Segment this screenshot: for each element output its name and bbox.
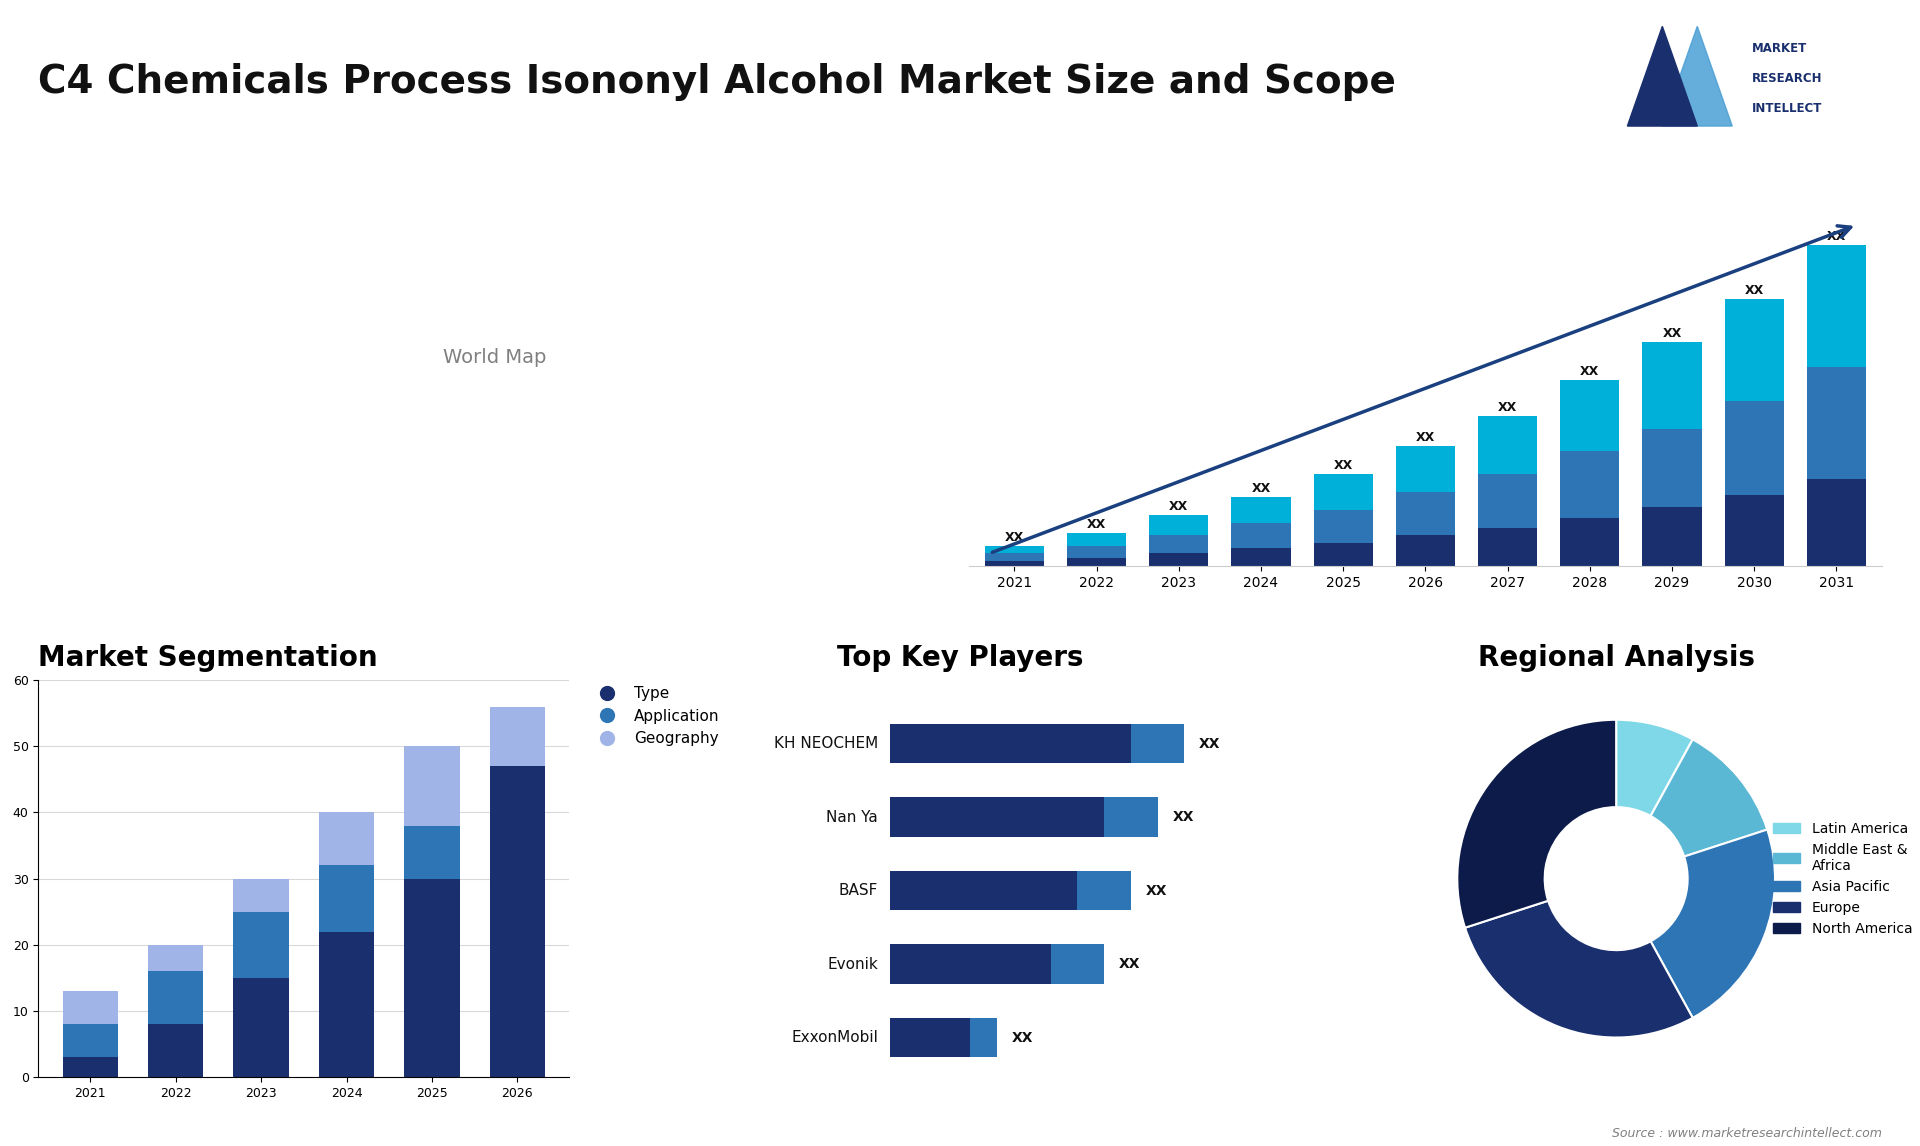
Text: KH NEOCHEM: KH NEOCHEM <box>774 736 877 751</box>
Bar <box>1313 510 1373 543</box>
Text: XX: XX <box>1252 482 1271 495</box>
Bar <box>1642 429 1701 508</box>
Wedge shape <box>1457 720 1617 928</box>
Bar <box>1150 535 1208 554</box>
Bar <box>1396 535 1455 566</box>
Legend: Type, Application, Geography: Type, Application, Geography <box>586 680 726 753</box>
Bar <box>148 944 204 972</box>
Bar <box>891 724 1131 763</box>
Bar <box>1150 554 1208 566</box>
Bar <box>1561 380 1619 452</box>
Bar <box>1231 523 1290 548</box>
Text: XX: XX <box>1087 518 1106 531</box>
Bar <box>234 978 288 1077</box>
Title: Regional Analysis: Regional Analysis <box>1478 644 1755 673</box>
Text: World Map: World Map <box>444 348 547 367</box>
Bar <box>1807 479 1866 566</box>
Text: BASF: BASF <box>839 884 877 898</box>
Text: XX: XX <box>1169 500 1188 513</box>
Text: XX: XX <box>1663 327 1682 340</box>
Bar <box>1724 299 1784 401</box>
Bar <box>405 746 459 825</box>
Bar <box>1068 545 1127 558</box>
Bar <box>1724 495 1784 566</box>
Bar <box>1561 452 1619 518</box>
Bar <box>891 1018 970 1058</box>
Bar <box>1642 342 1701 429</box>
Text: XX: XX <box>1415 431 1434 445</box>
Bar <box>1396 447 1455 492</box>
Bar <box>1313 474 1373 510</box>
Bar <box>319 865 374 932</box>
Bar <box>1478 416 1538 474</box>
Wedge shape <box>1651 830 1776 1018</box>
Bar <box>1313 543 1373 566</box>
Text: XX: XX <box>1173 810 1194 824</box>
Bar <box>1150 515 1208 535</box>
Bar <box>490 766 545 1077</box>
Bar <box>1231 497 1290 523</box>
Text: C4 Chemicals Process Isononyl Alcohol Market Size and Scope: C4 Chemicals Process Isononyl Alcohol Ma… <box>38 63 1396 101</box>
Bar <box>1131 724 1185 763</box>
Text: Evonik: Evonik <box>828 957 877 972</box>
Bar <box>1050 944 1104 984</box>
Wedge shape <box>1465 901 1693 1037</box>
Wedge shape <box>1617 720 1693 816</box>
Bar <box>1724 401 1784 495</box>
Wedge shape <box>1651 739 1766 856</box>
Bar <box>63 991 117 1025</box>
Bar <box>985 554 1044 560</box>
Text: XX: XX <box>1826 230 1845 243</box>
Text: XX: XX <box>1119 957 1140 971</box>
Bar <box>1478 474 1538 528</box>
Bar <box>1077 871 1131 910</box>
Text: INTELLECT: INTELLECT <box>1753 102 1822 115</box>
Bar <box>63 1025 117 1058</box>
Text: RESEARCH: RESEARCH <box>1753 72 1822 85</box>
Bar <box>970 1018 996 1058</box>
Text: XX: XX <box>1580 366 1599 378</box>
Bar <box>891 798 1104 837</box>
Bar <box>1807 245 1866 368</box>
Polygon shape <box>1663 26 1732 126</box>
Bar <box>1561 518 1619 566</box>
Text: MARKET: MARKET <box>1753 42 1807 55</box>
Bar <box>319 932 374 1077</box>
Text: XX: XX <box>1498 401 1517 414</box>
Bar <box>234 879 288 912</box>
Bar <box>891 944 1050 984</box>
Bar <box>891 871 1077 910</box>
Text: Nan Ya: Nan Ya <box>826 809 877 825</box>
Text: XX: XX <box>1004 531 1023 543</box>
Bar <box>234 912 288 978</box>
Text: ExxonMobil: ExxonMobil <box>791 1030 877 1045</box>
Bar <box>985 545 1044 554</box>
Bar <box>1104 798 1158 837</box>
Title: Top Key Players: Top Key Players <box>837 644 1083 673</box>
Bar <box>1478 528 1538 566</box>
Bar <box>148 1025 204 1077</box>
Bar <box>405 825 459 879</box>
Bar <box>1642 508 1701 566</box>
Bar <box>985 560 1044 566</box>
Legend: Latin America, Middle East &
Africa, Asia Pacific, Europe, North America: Latin America, Middle East & Africa, Asi… <box>1766 816 1918 941</box>
Bar <box>148 972 204 1025</box>
Text: XX: XX <box>1200 737 1221 751</box>
Text: XX: XX <box>1745 284 1764 297</box>
Text: XX: XX <box>1146 884 1167 897</box>
Bar <box>405 879 459 1077</box>
Bar <box>490 707 545 766</box>
Bar <box>1068 558 1127 566</box>
Text: XX: XX <box>1012 1030 1033 1044</box>
Bar <box>63 1058 117 1077</box>
Bar <box>1231 548 1290 566</box>
Text: Market Segmentation: Market Segmentation <box>38 644 378 673</box>
Bar <box>319 813 374 865</box>
Bar <box>1396 492 1455 535</box>
Polygon shape <box>1628 26 1697 126</box>
Text: XX: XX <box>1334 460 1354 472</box>
Text: Source : www.marketresearchintellect.com: Source : www.marketresearchintellect.com <box>1611 1128 1882 1140</box>
Bar <box>1068 533 1127 545</box>
Bar <box>1807 368 1866 479</box>
